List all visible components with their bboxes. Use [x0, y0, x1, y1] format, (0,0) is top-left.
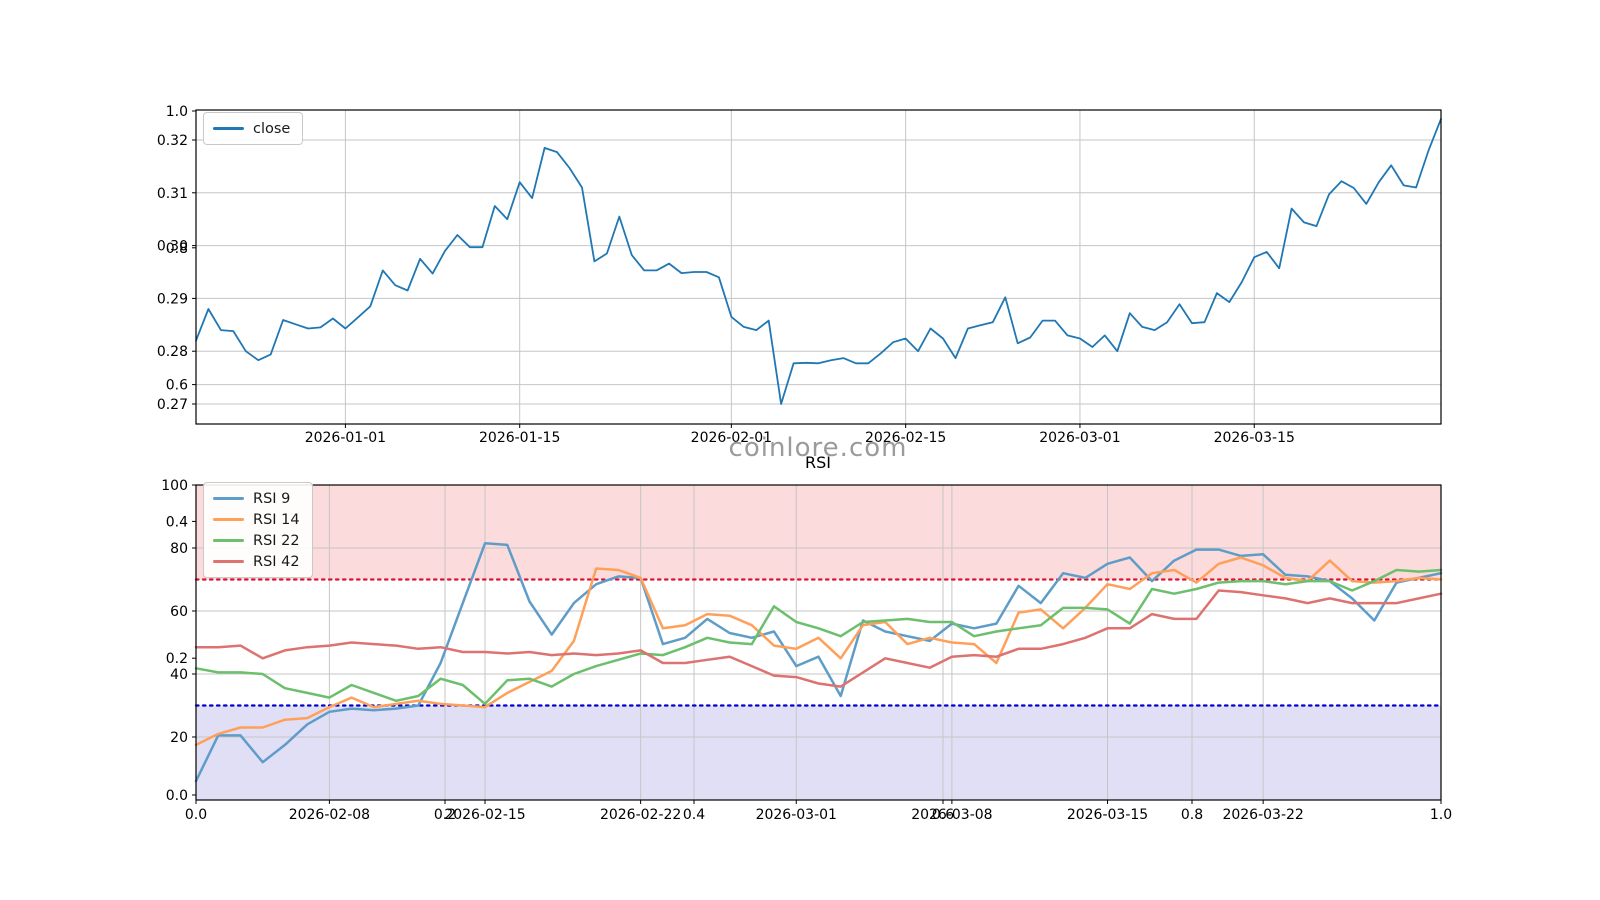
- price-y-tick-label: 0.31: [157, 186, 188, 202]
- price-y-tick-label: 0.30: [157, 239, 188, 255]
- oversold-band: [196, 705, 1441, 800]
- rsi-x-tick-label: 2026-03-01: [756, 807, 837, 823]
- overbought-band: [196, 485, 1441, 580]
- rsi-y-tick-label: 40: [170, 667, 188, 683]
- overlay-x-tick-label: 0.8: [1181, 807, 1203, 823]
- overlay-x-tick-label: 0.0: [185, 807, 207, 823]
- rsi-x-tick-label: 2026-02-22: [600, 807, 681, 823]
- legend-item-close: close: [213, 118, 290, 139]
- legend-line-swatch: [213, 518, 244, 521]
- overlay-x-tick-label: 0.6: [932, 807, 954, 823]
- price-legend: close: [203, 112, 304, 145]
- price-x-tick-label: 2026-02-15: [865, 430, 946, 446]
- rsi-y-tick-label: 100: [161, 478, 188, 494]
- legend-line-swatch: [213, 127, 244, 130]
- price-y-tick-label: 0.32: [157, 133, 188, 149]
- price-axes-frame: [195, 109, 1442, 425]
- price-x-tick-label: 2026-02-01: [691, 430, 772, 446]
- rsi-y-tick-label: 60: [170, 604, 188, 620]
- price-y-tick-label: 0.27: [157, 397, 188, 413]
- rsi-x-tick-label: 2026-03-15: [1067, 807, 1148, 823]
- watermark: coinlore.com: [728, 433, 908, 463]
- price-y-tick-label: 0.28: [157, 344, 188, 360]
- legend-label: RSI 22: [253, 532, 300, 549]
- overlay-y-tick-label: 0.0: [166, 788, 188, 804]
- rsi-14-line: [194, 556, 1443, 747]
- rsi-legend: RSI 9 RSI 14 RSI 22 RSI 42: [203, 482, 313, 578]
- legend-label: RSI 42: [253, 553, 300, 570]
- overlay-y-tick-label: 0.8: [166, 241, 188, 257]
- rsi-x-tick-label: 2026-03-08: [911, 807, 992, 823]
- legend-item-rsi-14: RSI 14: [213, 509, 300, 530]
- legend-item-rsi-9: RSI 9: [213, 488, 300, 509]
- rsi-22-line: [194, 568, 1443, 706]
- legend-line-swatch: [213, 497, 244, 500]
- rsi-x-tick-label: 2026-02-15: [444, 807, 525, 823]
- rsi-42-line: [194, 589, 1443, 688]
- legend-line-swatch: [213, 539, 244, 542]
- rsi-y-tick-label: 80: [170, 541, 188, 557]
- price-x-tick-label: 2026-01-01: [305, 430, 386, 446]
- rsi-x-tick-label: 2026-02-08: [289, 807, 370, 823]
- legend-line-swatch: [213, 560, 244, 563]
- price-x-tick-label: 2026-03-01: [1039, 430, 1120, 446]
- close-price-line: [195, 118, 1442, 405]
- legend-label: RSI 14: [253, 511, 300, 528]
- rsi-x-tick-label: 2026-03-22: [1222, 807, 1303, 823]
- overlay-x-tick-label: 1.0: [1430, 807, 1452, 823]
- legend-label: RSI 9: [253, 490, 291, 507]
- rsi-y-tick-label: 20: [170, 730, 188, 746]
- overlay-x-tick-label: 0.2: [434, 807, 456, 823]
- rsi-chart-title: RSI: [805, 453, 831, 472]
- overlay-y-tick-label: 0.4: [166, 514, 188, 530]
- price-x-tick-label: 2026-01-15: [479, 430, 560, 446]
- price-x-tick-label: 2026-03-15: [1214, 430, 1295, 446]
- legend-label: close: [253, 120, 291, 137]
- overlay-y-tick-label: 0.2: [166, 651, 188, 667]
- rsi-9-line: [194, 542, 1443, 783]
- price-y-tick-label: 0.29: [157, 291, 188, 307]
- rsi-axes-frame: [195, 484, 1442, 801]
- overlay-y-tick-label: 1.0: [166, 104, 188, 120]
- overlay-x-tick-label: 0.4: [683, 807, 705, 823]
- legend-item-rsi-42: RSI 42: [213, 551, 300, 572]
- legend-item-rsi-22: RSI 22: [213, 530, 300, 551]
- overlay-y-tick-label: 0.6: [166, 378, 188, 394]
